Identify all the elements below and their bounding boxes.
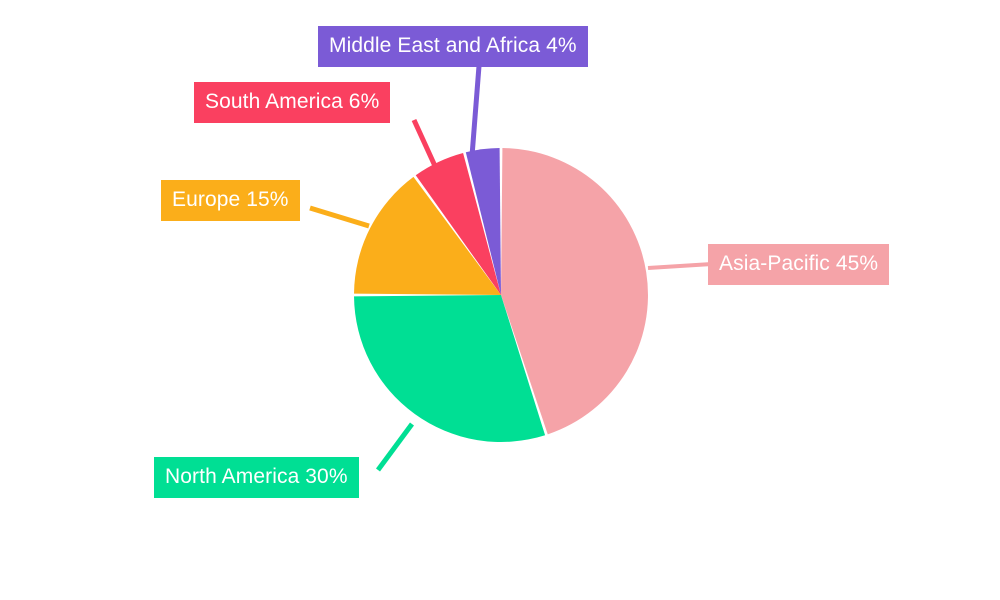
- leader-line-middle-east-and-africa: [469, 65, 482, 157]
- pie-slice-middle-east-and-africa: [465, 148, 501, 295]
- slice-label-north-america: North America 30%: [154, 457, 359, 498]
- pie-slice-asia-pacific: [501, 148, 648, 435]
- leader-line-europe: [309, 205, 370, 229]
- pie-slice-north-america: [354, 295, 546, 442]
- slice-label-europe: Europe 15%: [161, 180, 300, 221]
- slice-label-asia-pacific: Asia-Pacific 45%: [708, 244, 890, 285]
- pie-slice-south-america: [415, 152, 501, 295]
- pie-wedges: [354, 148, 648, 442]
- slice-label-south-america: South America 6%: [194, 82, 391, 123]
- pie-slice-europe: [354, 176, 501, 295]
- leader-line-north-america: [375, 422, 415, 472]
- leader-line-asia-pacific: [647, 262, 713, 270]
- slice-label-middle-east-and-africa: Middle East and Africa 4%: [318, 26, 588, 67]
